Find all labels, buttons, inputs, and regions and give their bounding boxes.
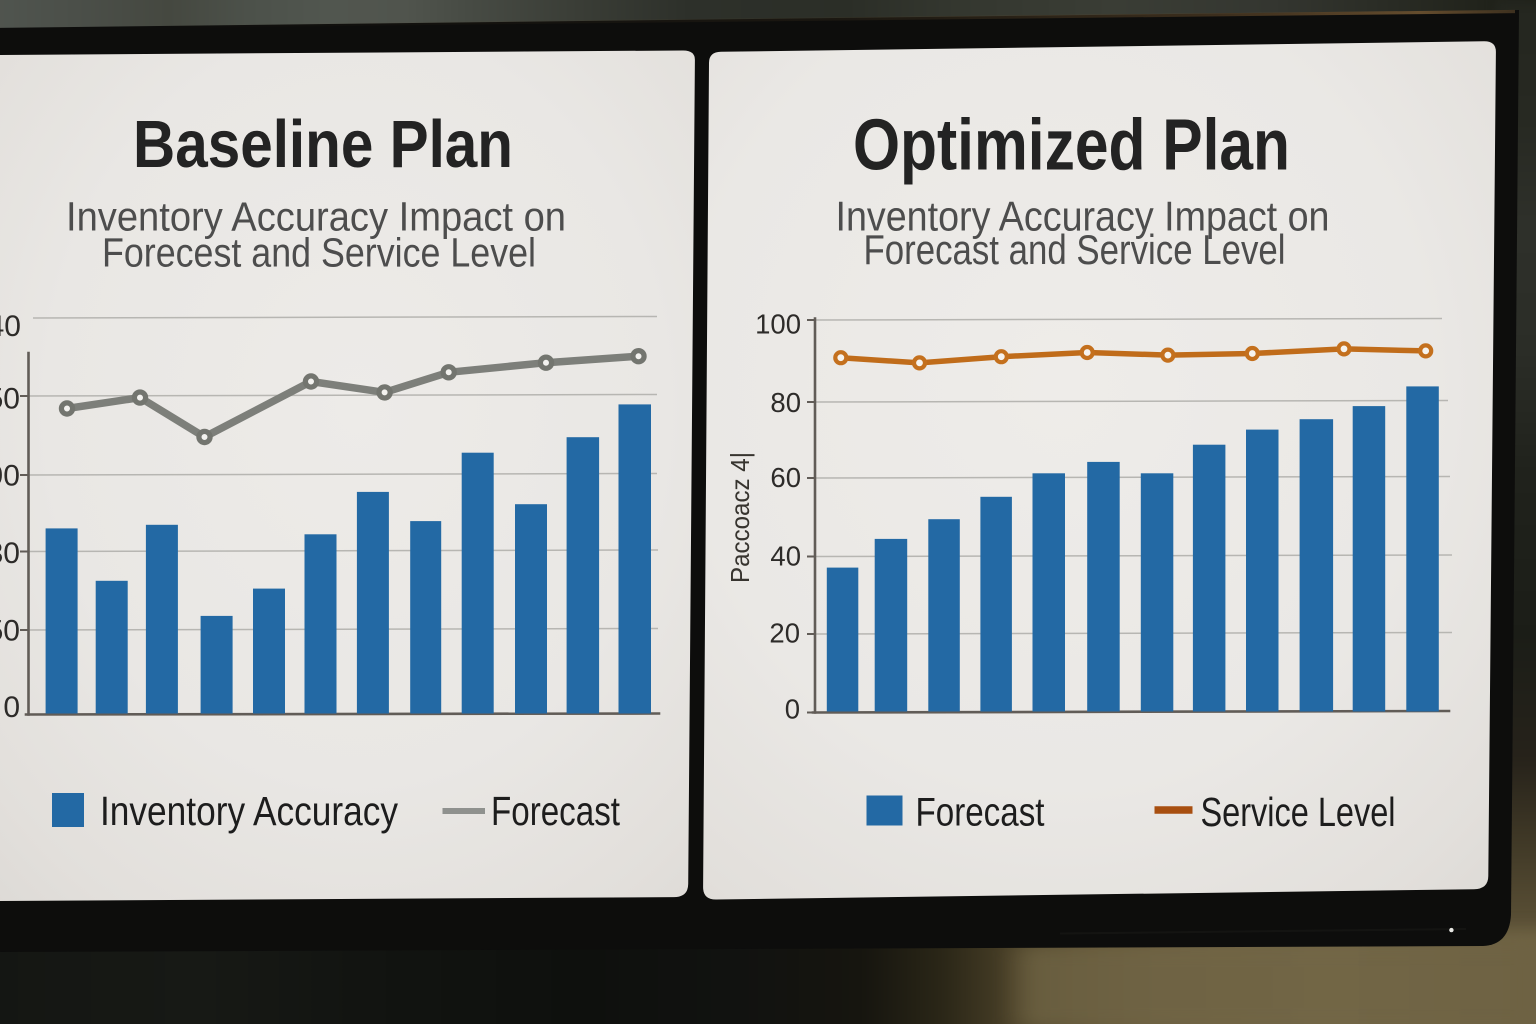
svg-text:Forecast: Forecast — [916, 791, 1045, 835]
svg-text:Baseline Plan: Baseline Plan — [133, 107, 513, 182]
svg-text:40: 40 — [770, 541, 801, 572]
svg-text:0: 0 — [785, 694, 800, 725]
svg-text:Paccoacz 4|: Paccoacz 4| — [725, 452, 755, 583]
svg-text:Inventory Accuracy: Inventory Accuracy — [100, 788, 398, 834]
svg-text:Optimized Plan: Optimized Plan — [853, 106, 1290, 186]
svg-text:50: 50 — [0, 383, 20, 416]
svg-text:0: 0 — [3, 691, 20, 724]
svg-text:Inventory Accuracy Impact on: Inventory Accuracy Impact on — [836, 193, 1330, 240]
svg-text:50: 50 — [0, 615, 20, 648]
svg-text:80: 80 — [770, 387, 801, 418]
svg-text:40: 40 — [0, 310, 21, 343]
svg-text:Forecast: Forecast — [491, 788, 620, 834]
svg-text:90: 90 — [0, 460, 20, 493]
svg-text:100: 100 — [755, 309, 801, 340]
svg-text:Forecest and Service Level: Forecest and Service Level — [102, 230, 536, 276]
svg-text:Inventory Accuracy Impact on: Inventory Accuracy Impact on — [66, 194, 566, 240]
svg-text:20: 20 — [769, 618, 800, 649]
svg-text:Forecast and Service Level: Forecast and Service Level — [864, 226, 1286, 273]
svg-text:60: 60 — [770, 462, 801, 493]
svg-text:Service Level: Service Level — [1201, 789, 1396, 835]
svg-text:30: 30 — [0, 537, 20, 570]
